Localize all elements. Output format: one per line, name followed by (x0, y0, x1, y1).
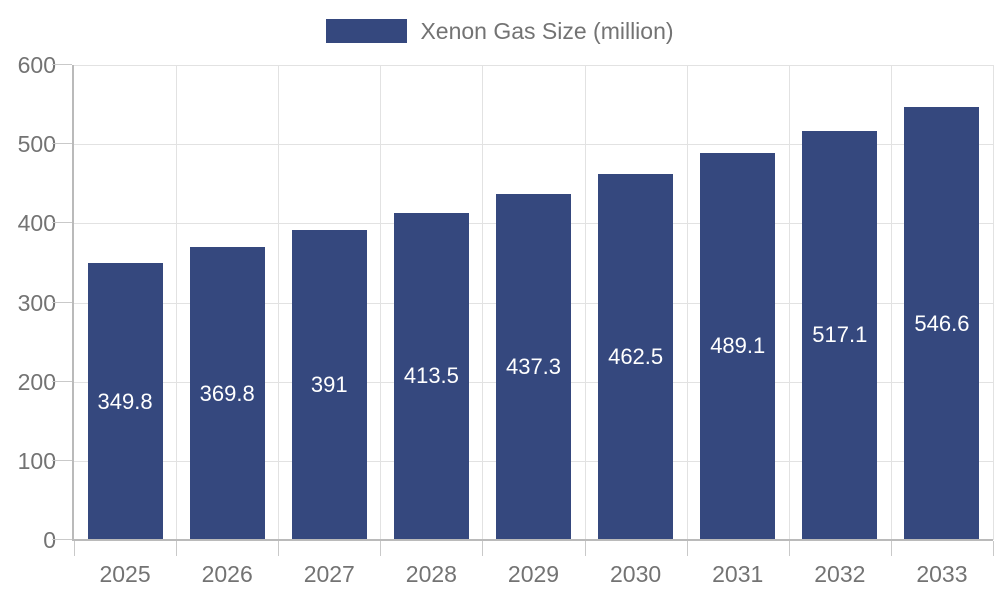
bar-value-label: 462.5 (608, 343, 664, 369)
x-axis-line (72, 539, 993, 541)
gridline-vertical (585, 65, 586, 540)
x-tick-mark (585, 541, 586, 556)
y-tick-label: 0 (43, 527, 56, 553)
bar: 391 (291, 230, 367, 540)
x-tick-label: 2032 (814, 561, 866, 587)
x-tick-mark (176, 541, 177, 556)
x-tick-label: 2025 (99, 561, 151, 587)
bar-value-label: 369.8 (199, 380, 255, 406)
x-tick-label: 2028 (405, 561, 457, 587)
gridline-vertical (380, 65, 381, 540)
x-tick-mark (891, 541, 892, 556)
x-tick-label: 2033 (916, 561, 968, 587)
bar-value-label: 413.5 (403, 363, 459, 389)
gridline-vertical (891, 65, 892, 540)
plot-area: 349.8 369.8 391 413.5 437.3 462.5 489.1 517.1 54… (74, 65, 994, 540)
x-tick-mark (993, 541, 994, 556)
gridline-vertical (482, 65, 483, 540)
y-tick-label: 100 (17, 447, 56, 474)
bar: 369.8 (189, 247, 265, 540)
y-tick-mark (52, 64, 72, 65)
y-tick-mark (52, 301, 72, 303)
x-tick-label: 2031 (712, 561, 764, 587)
y-tick-mark (52, 143, 72, 145)
x-tick-mark (789, 541, 790, 556)
gridline-vertical (176, 65, 177, 540)
bar: 489.1 (700, 152, 776, 540)
x-tick-label: 2026 (201, 561, 253, 587)
gridline-vertical (993, 65, 994, 540)
bar-value-label: 517.1 (812, 322, 868, 348)
y-axis-line (72, 65, 74, 541)
y-tick-label: 200 (17, 368, 56, 395)
gridline-horizontal (74, 144, 993, 146)
bar-value-label: 437.3 (505, 353, 562, 379)
gridline-vertical (687, 65, 688, 540)
x-tick-mark (278, 541, 279, 556)
bar-value-label: 391 (310, 372, 348, 398)
bar: 413.5 (393, 212, 469, 540)
legend-swatch (326, 19, 408, 43)
gridline-vertical (278, 65, 279, 540)
bar: 462.5 (598, 173, 674, 540)
x-tick-mark (482, 541, 483, 556)
gridline-vertical (789, 65, 790, 540)
legend-label: Xenon Gas Size (million) (420, 18, 674, 44)
x-tick-mark (74, 541, 75, 556)
bar-value-label: 349.8 (97, 388, 153, 414)
bar-value-label: 489.1 (710, 333, 766, 359)
x-tick-mark (380, 541, 381, 556)
bar: 349.8 (87, 263, 163, 540)
x-tick-mark (687, 541, 688, 556)
y-tick-mark (52, 459, 72, 461)
y-tick-mark (52, 380, 72, 382)
y-tick-label: 400 (17, 210, 56, 237)
bar: 437.3 (496, 193, 571, 540)
bar-value-label: 546.6 (914, 310, 970, 336)
y-tick-label: 600 (17, 52, 56, 78)
x-tick-label: 2029 (507, 561, 560, 587)
bar: 517.1 (802, 130, 878, 540)
y-tick-mark (52, 539, 72, 540)
y-tick-label: 500 (17, 131, 56, 158)
bar: 546.6 (904, 107, 980, 540)
y-tick-label: 300 (17, 289, 56, 316)
x-tick-label: 2027 (303, 561, 355, 587)
y-tick-mark (52, 222, 72, 224)
gridline-horizontal (74, 65, 993, 66)
legend[interactable]: Xenon Gas Size (million) (0, 11, 1000, 51)
x-tick-label: 2030 (610, 561, 662, 587)
